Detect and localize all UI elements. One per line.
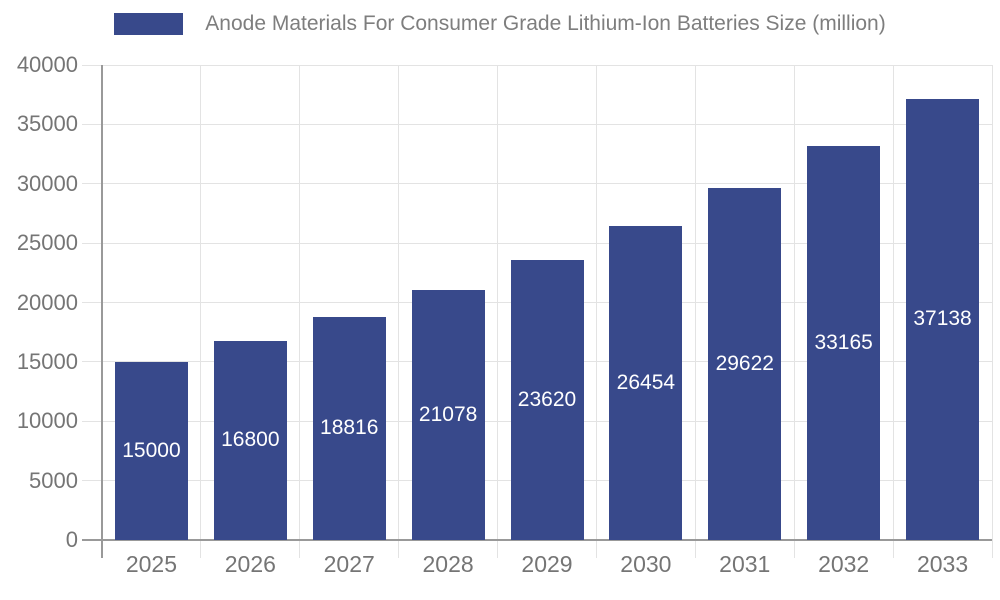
y-tick-label: 40000 [16,52,78,77]
y-tick-label: 10000 [16,408,78,434]
chart-legend[interactable]: Anode Materials For Consumer Grade Lithi… [0,12,1000,36]
x-tick-label: 2033 [916,551,969,577]
bar-value-label: 26454 [616,370,676,394]
x-tick-label: 2029 [521,551,573,577]
bar-2032: 33165 [807,146,881,540]
plot-area: 0 5000 10000 15000 20000 25000 30000 35000 40000… [17,52,993,577]
y-axis-line [101,65,103,558]
x-tick-label: 2032 [818,551,870,577]
y-gridline [82,123,992,125]
y-tick-label: 15000 [16,348,78,374]
x-tick-label: 2031 [719,551,771,577]
bar-2033: 37138 [906,98,980,540]
y-gridline [82,64,992,66]
x-gridline [595,65,597,558]
bar-value-label: 18816 [320,416,379,440]
y-tick-label: 5000 [29,467,78,493]
x-tick-label: 2030 [620,551,672,577]
bar-value-label: 23620 [517,387,577,411]
x-gridline [793,65,795,558]
bar-value-label: 33165 [814,331,873,355]
bar-value-label: 37138 [913,307,972,331]
y-gridline [82,183,992,185]
x-gridline [892,65,894,558]
bar-value-label: 29622 [715,352,774,376]
x-gridline [299,65,301,558]
x-gridline [694,65,696,558]
legend-swatch [114,13,184,35]
bar-2028: 21078 [411,289,485,540]
y-tick-label: 0 [65,527,78,552]
bar-2027: 18816 [312,316,386,540]
x-axis-line [82,539,992,541]
x-tick-label: 2026 [224,551,276,577]
bar-2026: 16800 [213,340,287,540]
x-gridline [991,65,993,558]
y-tick-label: 30000 [16,170,78,196]
y-tick-label: 20000 [16,289,78,315]
y-gridline [82,242,992,244]
bar-2031: 29622 [708,188,782,540]
bar-2030: 26454 [609,225,683,540]
x-tick-label: 2027 [323,551,375,577]
bar-value-label: 15000 [122,438,181,462]
x-tick-label: 2028 [422,551,474,577]
y-tick-label: 35000 [16,111,78,137]
bar-2029: 23620 [510,259,584,540]
x-tick-label: 2025 [125,551,178,577]
x-gridline [200,65,202,558]
x-gridline [497,65,499,558]
bar-value-label: 21078 [418,402,478,426]
x-gridline [398,65,400,558]
bar-value-label: 16800 [221,428,280,452]
bar-2025: 15000 [114,361,188,540]
legend-title: Anode Materials For Consumer Grade Lithi… [205,12,886,35]
y-tick-label: 25000 [16,230,78,256]
